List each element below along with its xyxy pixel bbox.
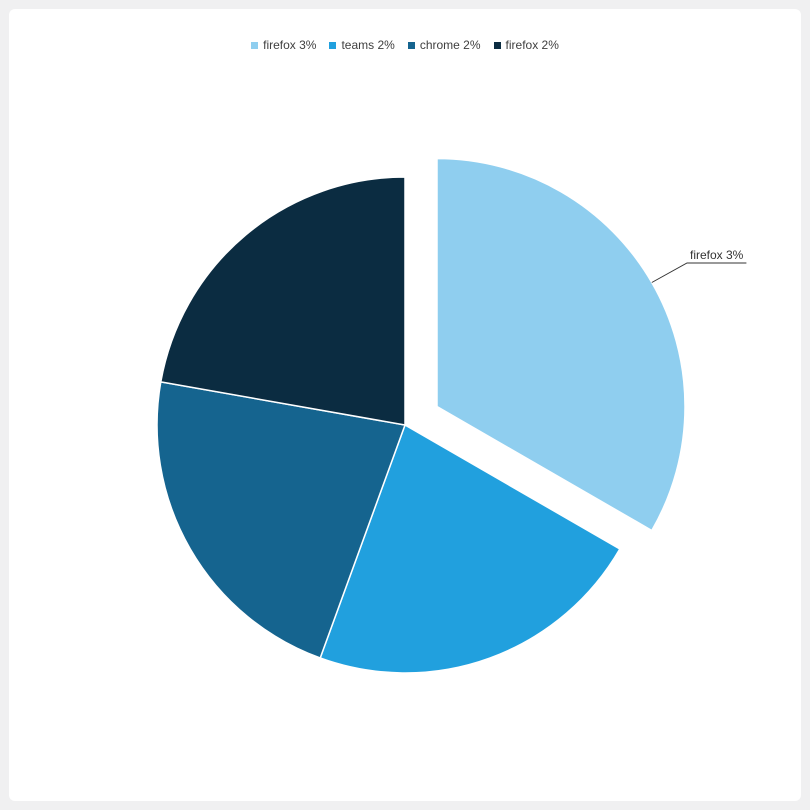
callout-leader-line [651, 262, 747, 283]
pie-slice-teams-2%[interactable] [319, 424, 621, 674]
pie-slice-firefox-2%[interactable] [160, 176, 406, 426]
callout-label: firefox 3% [690, 248, 744, 262]
pie-slice-chrome-2%[interactable] [156, 381, 406, 659]
legend-item-label: chrome 2% [419, 38, 481, 52]
legend-swatch-icon [329, 41, 337, 49]
legend-item-teams-2[interactable]: teams 2% [329, 38, 395, 52]
legend-swatch-icon [251, 41, 259, 49]
legend-swatch-icon [407, 41, 415, 49]
legend-item-firefox-3[interactable]: firefox 3% [251, 38, 316, 52]
legend-item-label: firefox 3% [263, 38, 317, 52]
legend-swatch-icon [493, 41, 501, 49]
legend-item-firefox-2[interactable]: firefox 2% [493, 38, 559, 52]
pie-slice-firefox-3%[interactable] [436, 157, 686, 532]
legend-item-chrome-2[interactable]: chrome 2% [407, 38, 481, 52]
legend: firefox 3% teams 2% chrome 2% firefox 2% [0, 38, 810, 52]
legend-item-label: teams 2% [341, 38, 395, 52]
legend-item-label: firefox 2% [505, 38, 559, 52]
